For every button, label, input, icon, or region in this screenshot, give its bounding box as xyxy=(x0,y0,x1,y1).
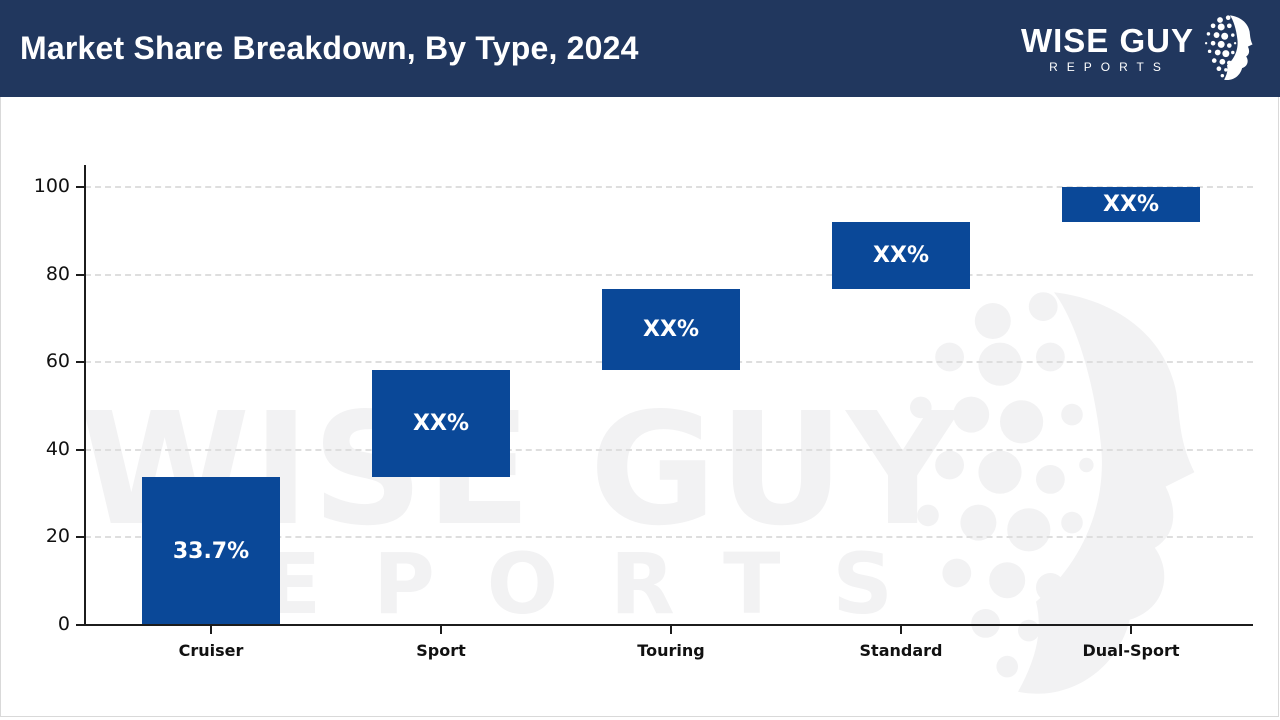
dotted-face-logo-icon xyxy=(1204,14,1253,80)
y-tick-label: 0 xyxy=(57,613,70,635)
x-category-label-standard: Standard xyxy=(859,641,943,660)
watermark-face-icon xyxy=(899,292,1195,694)
y-tick-label: 40 xyxy=(45,437,70,460)
bar-value-label: XX% xyxy=(873,242,929,268)
bar-value-label: XX% xyxy=(1103,191,1159,217)
brand-logo: WISE GUY REPORTS xyxy=(1021,11,1256,87)
x-tick-mark xyxy=(670,626,672,634)
x-tick-mark xyxy=(210,626,212,634)
x-tick-mark xyxy=(440,626,442,634)
x-category-label-sport: Sport xyxy=(416,641,466,660)
y-tick-mark xyxy=(76,536,84,539)
bar-value-label: 33.7% xyxy=(172,538,250,564)
page-title: Market Share Breakdown, By Type, 2024 xyxy=(20,30,639,66)
y-axis-line xyxy=(84,165,86,626)
y-tick-mark xyxy=(76,624,84,626)
brand-subtitle: REPORTS xyxy=(1049,59,1170,74)
y-gridline xyxy=(85,536,1253,539)
y-gridline xyxy=(85,273,1253,276)
brand-name: WISE GUY xyxy=(1020,21,1194,59)
y-tick-mark xyxy=(76,273,84,276)
bar-value-label: XX% xyxy=(643,316,699,342)
bar-dual-sport: XX% xyxy=(1062,187,1200,222)
x-category-label-cruiser: Cruiser xyxy=(178,641,244,660)
y-tick-label: 80 xyxy=(45,262,70,285)
y-tick-mark xyxy=(76,186,84,188)
bar-sport: XX% xyxy=(372,369,510,478)
bar-touring: XX% xyxy=(602,288,740,370)
x-tick-mark xyxy=(1130,626,1132,634)
y-gridline xyxy=(85,186,1253,188)
x-category-label-touring: Touring xyxy=(637,641,705,660)
bar-value-label: XX% xyxy=(413,411,469,436)
x-category-label-dual-sport: Dual-Sport xyxy=(1082,641,1180,660)
y-tick-label: 60 xyxy=(45,350,70,373)
bar-cruiser: 33.7% xyxy=(142,477,280,625)
x-axis-line xyxy=(84,624,1253,626)
bar-standard: XX% xyxy=(832,221,970,289)
y-tick-label: 20 xyxy=(45,525,70,548)
x-tick-mark xyxy=(900,626,902,634)
y-tick-mark xyxy=(76,448,84,451)
y-gridline xyxy=(85,448,1253,451)
header-bar: Market Share Breakdown, By Type, 2024 WI… xyxy=(0,0,1280,97)
brand-wordmark: WISE GUY REPORTS xyxy=(1021,24,1194,74)
y-tick-label: 100 xyxy=(33,175,70,197)
y-tick-mark xyxy=(76,361,84,364)
